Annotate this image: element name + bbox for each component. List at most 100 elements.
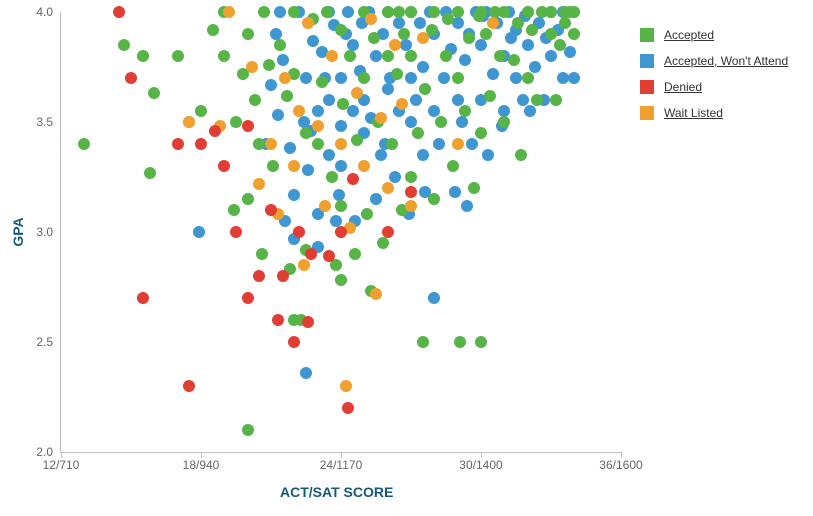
data-point-accepted	[335, 24, 347, 36]
data-point-accepted	[249, 94, 261, 106]
data-point-accepted	[568, 6, 580, 18]
data-point-accepted	[242, 28, 254, 40]
y-tick-label: 2.5	[36, 335, 53, 349]
y-tick-label: 3.0	[36, 225, 53, 239]
data-point-wait_listed	[487, 17, 499, 29]
legend-label[interactable]: Denied	[664, 80, 702, 94]
data-point-accepted	[337, 98, 349, 110]
data-point-wait_listed	[452, 138, 464, 150]
data-point-accepted_wont_attend	[375, 149, 387, 161]
data-point-accepted	[288, 6, 300, 18]
data-point-accepted	[207, 24, 219, 36]
y-axis-title: GPA	[10, 217, 26, 246]
data-point-accepted	[405, 171, 417, 183]
data-point-denied	[405, 186, 417, 198]
data-point-accepted	[316, 76, 328, 88]
data-point-accepted	[494, 50, 506, 62]
data-point-denied	[230, 226, 242, 238]
data-point-accepted	[498, 6, 510, 18]
data-point-accepted_wont_attend	[307, 35, 319, 47]
legend-swatch-icon	[640, 54, 654, 68]
data-point-accepted	[351, 134, 363, 146]
data-point-accepted	[361, 208, 373, 220]
data-point-wait_listed	[351, 87, 363, 99]
data-point-accepted_wont_attend	[288, 189, 300, 201]
data-point-wait_listed	[312, 120, 324, 132]
legend-item-accepted_wont_attend[interactable]: Accepted, Won't Attend	[640, 54, 788, 68]
data-point-accepted	[148, 87, 160, 99]
data-point-denied	[125, 72, 137, 84]
data-point-denied	[342, 402, 354, 414]
data-point-accepted_wont_attend	[274, 6, 286, 18]
data-point-accepted	[358, 72, 370, 84]
data-point-accepted_wont_attend	[405, 72, 417, 84]
data-point-denied	[293, 226, 305, 238]
data-point-accepted	[412, 127, 424, 139]
data-point-accepted	[515, 149, 527, 161]
data-point-accepted	[242, 424, 254, 436]
data-point-denied	[302, 316, 314, 328]
data-point-accepted_wont_attend	[433, 138, 445, 150]
data-point-accepted	[405, 6, 417, 18]
data-point-accepted_wont_attend	[405, 116, 417, 128]
data-point-accepted_wont_attend	[302, 164, 314, 176]
data-point-wait_listed	[389, 39, 401, 51]
legend-item-accepted[interactable]: Accepted	[640, 28, 788, 42]
data-point-accepted_wont_attend	[505, 32, 517, 44]
data-point-accepted	[522, 6, 534, 18]
legend-item-denied[interactable]: Denied	[640, 80, 788, 94]
data-point-accepted	[335, 274, 347, 286]
legend-item-wait_listed[interactable]: Wait Listed	[640, 106, 788, 120]
data-point-accepted	[393, 6, 405, 18]
data-point-accepted	[454, 336, 466, 348]
legend-label[interactable]: Wait Listed	[664, 106, 723, 120]
x-tick-label: 24/1170	[320, 458, 363, 472]
data-point-denied	[195, 138, 207, 150]
data-point-accepted	[386, 138, 398, 150]
y-tick-label: 2.0	[36, 445, 53, 459]
data-point-accepted_wont_attend	[475, 39, 487, 51]
data-point-accepted	[118, 39, 130, 51]
data-point-accepted	[475, 336, 487, 348]
legend-label[interactable]: Accepted	[664, 28, 714, 42]
data-point-accepted	[484, 90, 496, 102]
data-point-accepted	[468, 182, 480, 194]
data-point-accepted_wont_attend	[265, 79, 277, 91]
data-point-accepted	[498, 116, 510, 128]
data-point-accepted	[382, 50, 394, 62]
data-point-accepted_wont_attend	[414, 17, 426, 29]
data-point-accepted_wont_attend	[428, 292, 440, 304]
data-point-wait_listed	[319, 200, 331, 212]
data-point-accepted_wont_attend	[370, 193, 382, 205]
legend-swatch-icon	[640, 106, 654, 120]
legend-swatch-icon	[640, 80, 654, 94]
data-point-wait_listed	[253, 178, 265, 190]
legend-label[interactable]: Accepted, Won't Attend	[664, 54, 788, 68]
data-point-accepted	[78, 138, 90, 150]
data-point-wait_listed	[340, 380, 352, 392]
data-point-denied	[272, 314, 284, 326]
data-point-accepted	[426, 24, 438, 36]
data-point-wait_listed	[302, 17, 314, 29]
data-point-accepted_wont_attend	[335, 72, 347, 84]
data-point-wait_listed	[288, 160, 300, 172]
data-point-accepted	[452, 72, 464, 84]
data-point-denied	[335, 226, 347, 238]
data-point-wait_listed	[183, 116, 195, 128]
data-point-accepted	[344, 50, 356, 62]
data-point-accepted	[368, 32, 380, 44]
data-point-accepted_wont_attend	[323, 149, 335, 161]
data-point-accepted	[144, 167, 156, 179]
data-point-accepted_wont_attend	[335, 160, 347, 172]
data-point-accepted_wont_attend	[482, 149, 494, 161]
data-point-accepted	[417, 336, 429, 348]
data-point-accepted	[349, 248, 361, 260]
data-point-accepted_wont_attend	[529, 61, 541, 73]
data-point-accepted_wont_attend	[524, 105, 536, 117]
data-point-wait_listed	[246, 61, 258, 73]
data-point-accepted	[463, 32, 475, 44]
data-point-wait_listed	[370, 288, 382, 300]
data-point-accepted_wont_attend	[510, 72, 522, 84]
data-point-accepted_wont_attend	[456, 116, 468, 128]
data-point-accepted	[281, 90, 293, 102]
